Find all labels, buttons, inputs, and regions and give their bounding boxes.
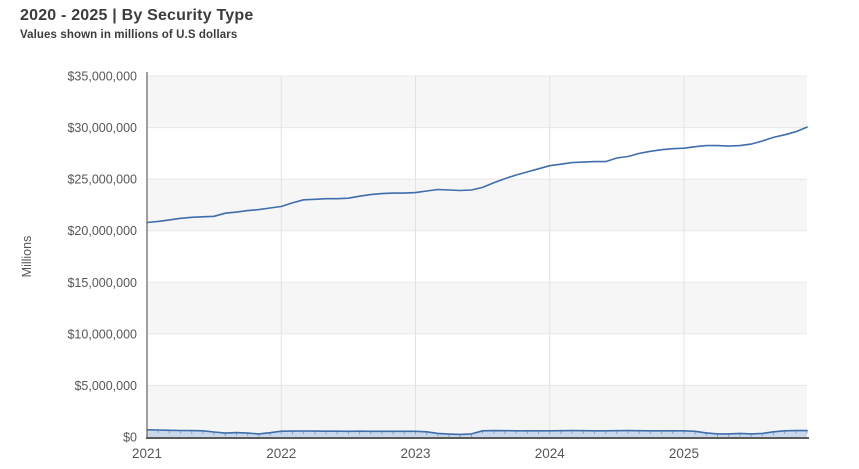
y-axis-title: Millions	[20, 236, 34, 278]
plot-bands	[147, 76, 807, 437]
band	[147, 179, 807, 231]
y-tick-label: $30,000,000	[67, 121, 137, 135]
security-type-line-chart: $0 $5,000,000 $10,000,000 $15,000,000 $20,00…	[20, 70, 809, 462]
x-tick-label: 2021	[132, 446, 162, 461]
axis-tick-labels: $0 $5,000,000 $10,000,000 $15,000,000 $20,00…	[67, 70, 698, 462]
axes	[146, 72, 809, 439]
band	[147, 76, 807, 128]
chart-title: 2020 - 2025 | By Security Type	[20, 7, 254, 24]
x-tick-label: 2024	[535, 446, 566, 461]
x-tick-label: 2025	[669, 446, 699, 461]
y-tick-label: $15,000,000	[67, 276, 137, 290]
y-tick-label: $10,000,000	[67, 327, 137, 341]
y-tick-label: $0	[123, 431, 137, 445]
y-tick-label: $5,000,000	[74, 379, 137, 393]
gridlines	[147, 75, 807, 437]
x-tick-label: 2023	[400, 446, 430, 461]
band	[147, 282, 807, 334]
y-tick-label: $35,000,000	[67, 70, 137, 84]
series-1-upper-line	[146, 126, 808, 224]
x-tick-label: 2022	[266, 446, 296, 461]
series-2-lower-line	[146, 428, 808, 436]
y-tick-label: $20,000,000	[67, 224, 137, 238]
plot-area[interactable]	[147, 76, 807, 437]
data-series	[146, 126, 808, 437]
y-tick-label: $25,000,000	[67, 173, 137, 187]
band	[147, 385, 807, 437]
chart-subtitle: Values shown in millions of U.S dollars	[20, 29, 238, 41]
chart-header: 2020 - 2025 | By Security Type Values sh…	[20, 6, 253, 41]
